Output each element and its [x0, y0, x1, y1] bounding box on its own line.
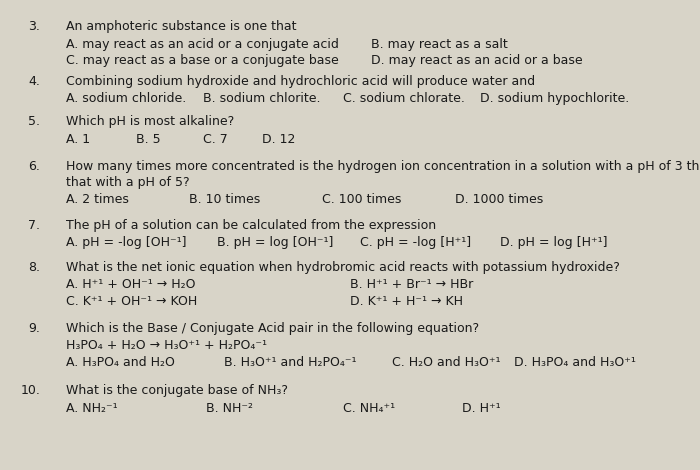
Text: C. H₂O and H₃O⁺¹: C. H₂O and H₃O⁺¹ — [392, 356, 500, 369]
Text: D. 12: D. 12 — [262, 133, 296, 146]
Text: 4.: 4. — [28, 75, 40, 88]
Text: D. sodium hypochlorite.: D. sodium hypochlorite. — [480, 92, 629, 105]
Text: B. H₃O⁺¹ and H₂PO₄⁻¹: B. H₃O⁺¹ and H₂PO₄⁻¹ — [224, 356, 356, 369]
Text: C. 100 times: C. 100 times — [322, 193, 401, 206]
Text: D. may react as an acid or a base: D. may react as an acid or a base — [371, 54, 582, 67]
Text: D. pH = log [H⁺¹]: D. pH = log [H⁺¹] — [500, 236, 608, 249]
Text: C. may react as a base or a conjugate base: C. may react as a base or a conjugate ba… — [66, 54, 340, 67]
Text: An amphoteric substance is one that: An amphoteric substance is one that — [66, 20, 297, 33]
Text: A. 1: A. 1 — [66, 133, 90, 146]
Text: B. pH = log [OH⁻¹]: B. pH = log [OH⁻¹] — [217, 236, 333, 249]
Text: D. H⁺¹: D. H⁺¹ — [462, 402, 500, 415]
Text: A. sodium chloride.: A. sodium chloride. — [66, 92, 187, 105]
Text: C. 7: C. 7 — [203, 133, 228, 146]
Text: The pH of a solution can be calculated from the expression: The pH of a solution can be calculated f… — [66, 219, 437, 232]
Text: 10.: 10. — [21, 384, 41, 398]
Text: 8.: 8. — [28, 261, 40, 274]
Text: 5.: 5. — [28, 115, 40, 128]
Text: Which is the Base / Conjugate Acid pair in the following equation?: Which is the Base / Conjugate Acid pair … — [66, 322, 480, 335]
Text: Combining sodium hydroxide and hydrochloric acid will produce water and: Combining sodium hydroxide and hydrochlo… — [66, 75, 536, 88]
Text: How many times more concentrated is the hydrogen ion concentration in a solution: How many times more concentrated is the … — [66, 160, 700, 173]
Text: A. may react as an acid or a conjugate acid: A. may react as an acid or a conjugate a… — [66, 38, 340, 51]
Text: D. K⁺¹ + H⁻¹ → KH: D. K⁺¹ + H⁻¹ → KH — [350, 295, 463, 308]
Text: 7.: 7. — [28, 219, 40, 232]
Text: A. NH₂⁻¹: A. NH₂⁻¹ — [66, 402, 118, 415]
Text: 6.: 6. — [28, 160, 40, 173]
Text: B. H⁺¹ + Br⁻¹ → HBr: B. H⁺¹ + Br⁻¹ → HBr — [350, 278, 473, 291]
Text: C. K⁺¹ + OH⁻¹ → KOH: C. K⁺¹ + OH⁻¹ → KOH — [66, 295, 197, 308]
Text: 3.: 3. — [28, 20, 40, 33]
Text: B. 5: B. 5 — [136, 133, 161, 146]
Text: 9.: 9. — [28, 322, 40, 335]
Text: D. 1000 times: D. 1000 times — [455, 193, 543, 206]
Text: A. pH = -log [OH⁻¹]: A. pH = -log [OH⁻¹] — [66, 236, 187, 249]
Text: C. pH = -log [H⁺¹]: C. pH = -log [H⁺¹] — [360, 236, 472, 249]
Text: B. NH⁻²: B. NH⁻² — [206, 402, 253, 415]
Text: that with a pH of 5?: that with a pH of 5? — [66, 176, 190, 189]
Text: C. sodium chlorate.: C. sodium chlorate. — [343, 92, 465, 105]
Text: A. H⁺¹ + OH⁻¹ → H₂O: A. H⁺¹ + OH⁻¹ → H₂O — [66, 278, 196, 291]
Text: B. may react as a salt: B. may react as a salt — [371, 38, 508, 51]
Text: H₃PO₄ + H₂O → H₃O⁺¹ + H₂PO₄⁻¹: H₃PO₄ + H₂O → H₃O⁺¹ + H₂PO₄⁻¹ — [66, 339, 267, 352]
Text: B. 10 times: B. 10 times — [189, 193, 260, 206]
Text: C. NH₄⁺¹: C. NH₄⁺¹ — [343, 402, 395, 415]
Text: B. sodium chlorite.: B. sodium chlorite. — [203, 92, 321, 105]
Text: A. H₃PO₄ and H₂O: A. H₃PO₄ and H₂O — [66, 356, 176, 369]
Text: D. H₃PO₄ and H₃O⁺¹: D. H₃PO₄ and H₃O⁺¹ — [514, 356, 636, 369]
Text: What is the conjugate base of NH₃?: What is the conjugate base of NH₃? — [66, 384, 288, 398]
Text: Which pH is most alkaline?: Which pH is most alkaline? — [66, 115, 234, 128]
Text: What is the net ionic equation when hydrobromic acid reacts with potassium hydro: What is the net ionic equation when hydr… — [66, 261, 620, 274]
Text: A. 2 times: A. 2 times — [66, 193, 130, 206]
